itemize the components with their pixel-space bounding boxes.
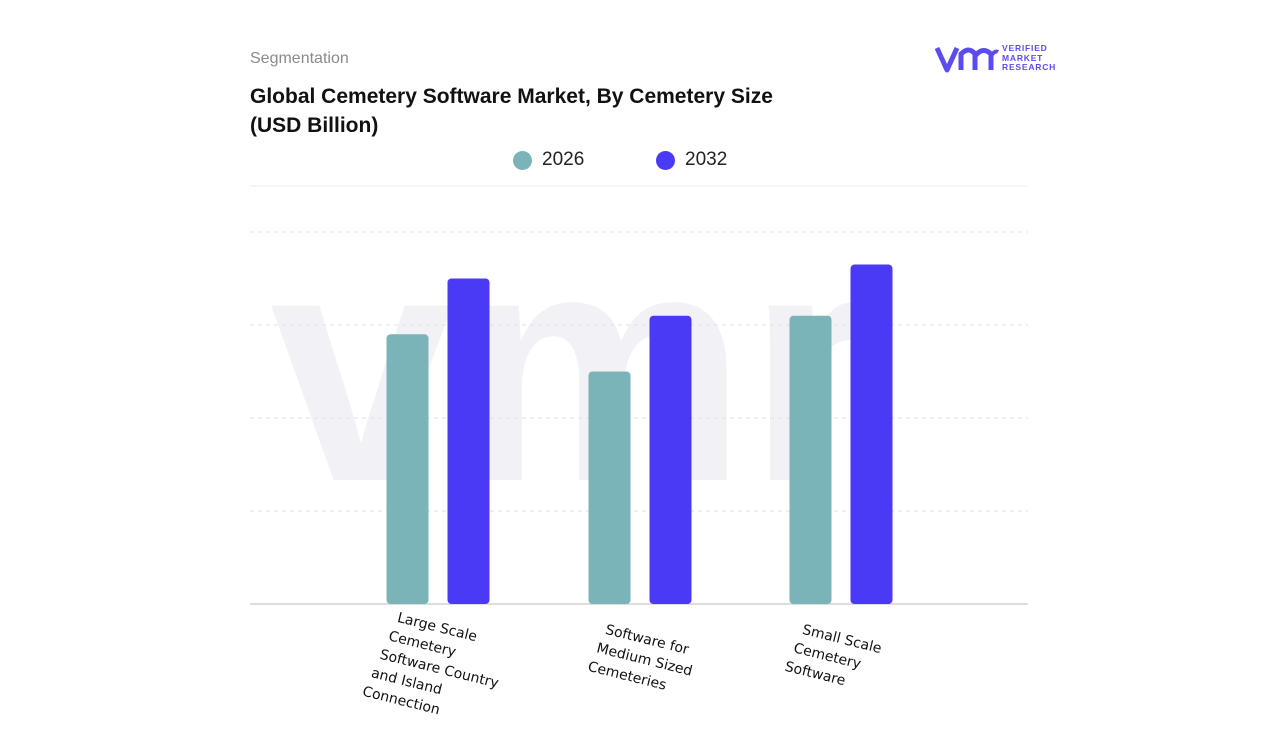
legend-label-2026: 2026	[542, 149, 585, 170]
bar-2026-1	[386, 334, 429, 604]
logo-line-2: MARKET	[1002, 52, 1044, 63]
segment-label: Segmentation	[250, 50, 349, 67]
bar-2032-2	[649, 315, 692, 604]
bar-2032-1	[447, 278, 490, 604]
legend-item-2032: 2032	[656, 149, 727, 171]
watermark-logo: vmr	[270, 181, 875, 550]
vmr-logo: VERIFIED MARKET RESEARCH	[934, 43, 1065, 76]
bar-2026-2	[588, 371, 631, 604]
logo-line-1: VERIFIED	[1002, 43, 1048, 53]
legend-dot-2032	[656, 150, 675, 170]
bar-2032-3	[850, 264, 893, 604]
legend: 2026 2032	[0, 149, 1280, 175]
chart-title: Global Cemetery Software Market, By Ceme…	[250, 85, 773, 137]
legend-label-2032: 2032	[685, 149, 728, 170]
vmr-logo-icon	[934, 46, 1000, 73]
legend-item-2026: 2026	[513, 149, 584, 171]
logo-line-3: RESEARCH	[1002, 62, 1057, 72]
legend-dot-2026	[513, 150, 532, 170]
bar-2026-3	[789, 315, 832, 604]
